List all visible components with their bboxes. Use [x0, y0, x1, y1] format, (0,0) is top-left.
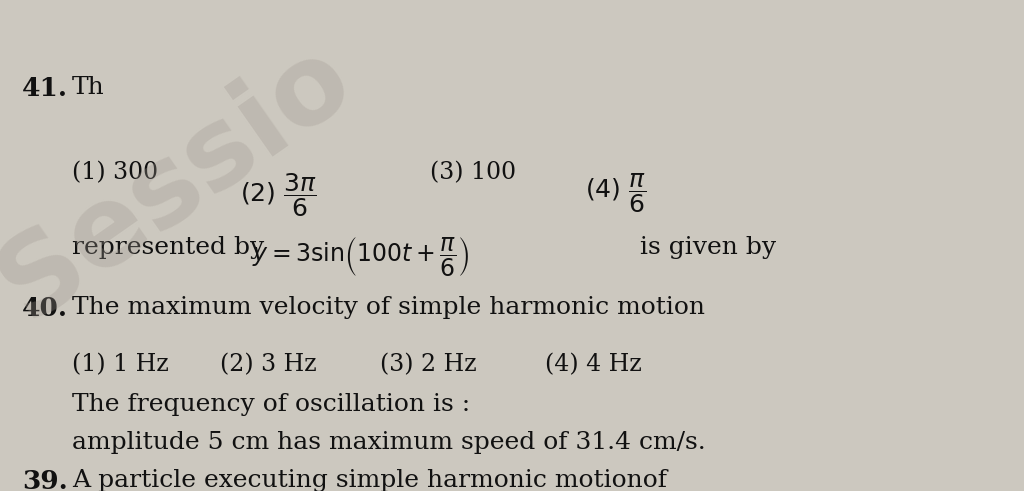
Text: (2) 3 Hz: (2) 3 Hz: [220, 353, 316, 376]
Text: (3) 100: (3) 100: [430, 161, 516, 184]
Text: represented by: represented by: [72, 236, 264, 259]
Text: The maximum velocity of simple harmonic motion: The maximum velocity of simple harmonic …: [72, 296, 705, 319]
Text: is given by: is given by: [640, 236, 776, 259]
Text: A particle executing simple harmonic motionof: A particle executing simple harmonic mot…: [72, 469, 667, 491]
Text: Th: Th: [72, 76, 104, 99]
Text: (1) 300: (1) 300: [72, 161, 158, 184]
Text: $(2)\ \dfrac{3\pi}{6}$: $(2)\ \dfrac{3\pi}{6}$: [240, 171, 316, 219]
Text: 39.: 39.: [22, 469, 68, 491]
Text: (3) 2 Hz: (3) 2 Hz: [380, 353, 476, 376]
Text: $(4)\ \dfrac{\pi}{6}$: $(4)\ \dfrac{\pi}{6}$: [585, 171, 646, 215]
Text: Sessio: Sessio: [0, 22, 371, 340]
Text: The frequency of oscillation is :: The frequency of oscillation is :: [72, 393, 470, 416]
Text: amplitude 5 cm has maximum speed of 31.4 cm/s.: amplitude 5 cm has maximum speed of 31.4…: [72, 431, 706, 454]
Text: 41.: 41.: [22, 76, 68, 101]
Text: $y = 3\sin\!\left(100t + \dfrac{\pi}{6}\right)$: $y = 3\sin\!\left(100t + \dfrac{\pi}{6}\…: [252, 236, 470, 279]
Text: (4) 4 Hz: (4) 4 Hz: [545, 353, 642, 376]
Text: 40.: 40.: [22, 296, 68, 321]
Text: (1) 1 Hz: (1) 1 Hz: [72, 353, 169, 376]
